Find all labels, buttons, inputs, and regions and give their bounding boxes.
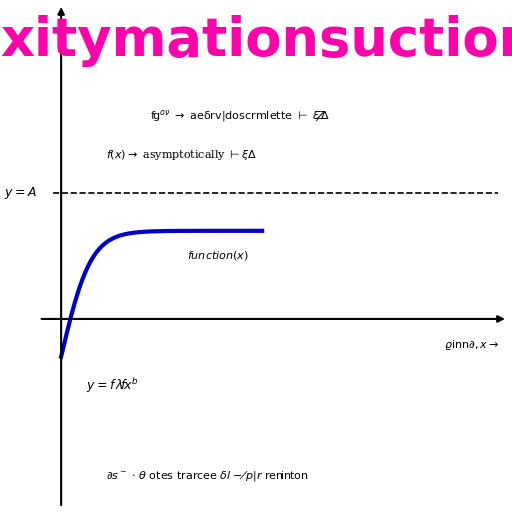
- Text: $f(x) \rightarrow$ asymptotically $\vdash \xi\Delta$: $f(x) \rightarrow$ asymptotically $\vdas…: [106, 147, 257, 162]
- Text: xitymationsuctionsc: xitymationsuctionsc: [0, 15, 512, 68]
- Text: $y=A$: $y=A$: [4, 185, 36, 201]
- Text: $\mathrm{f\!g}^{o\nu}$ $\rightarrow$ $\mathrm{ae\delta r v|doscrmlette}$ $\vdash: $\mathrm{f\!g}^{o\nu}$ $\rightarrow$ $\m…: [151, 108, 331, 124]
- Text: $y = f\!$ $\lambda\!f\!x^b$: $y = f\!$ $\lambda\!f\!x^b$: [86, 376, 138, 395]
- Text: $\mathit{function(x)}$: $\mathit{function(x)}$: [186, 249, 248, 263]
- Text: $\partial s^{\sim}$ $\cdot$ $\theta$ $\mathrm{otes\ trarcee}$ $\delta l -$ $\not: $\partial s^{\sim}$ $\cdot$ $\theta$ $\m…: [106, 467, 308, 483]
- Text: $\varrho\mathrm{inn}\partial, x \rightarrow$: $\varrho\mathrm{inn}\partial, x \rightar…: [444, 338, 499, 352]
